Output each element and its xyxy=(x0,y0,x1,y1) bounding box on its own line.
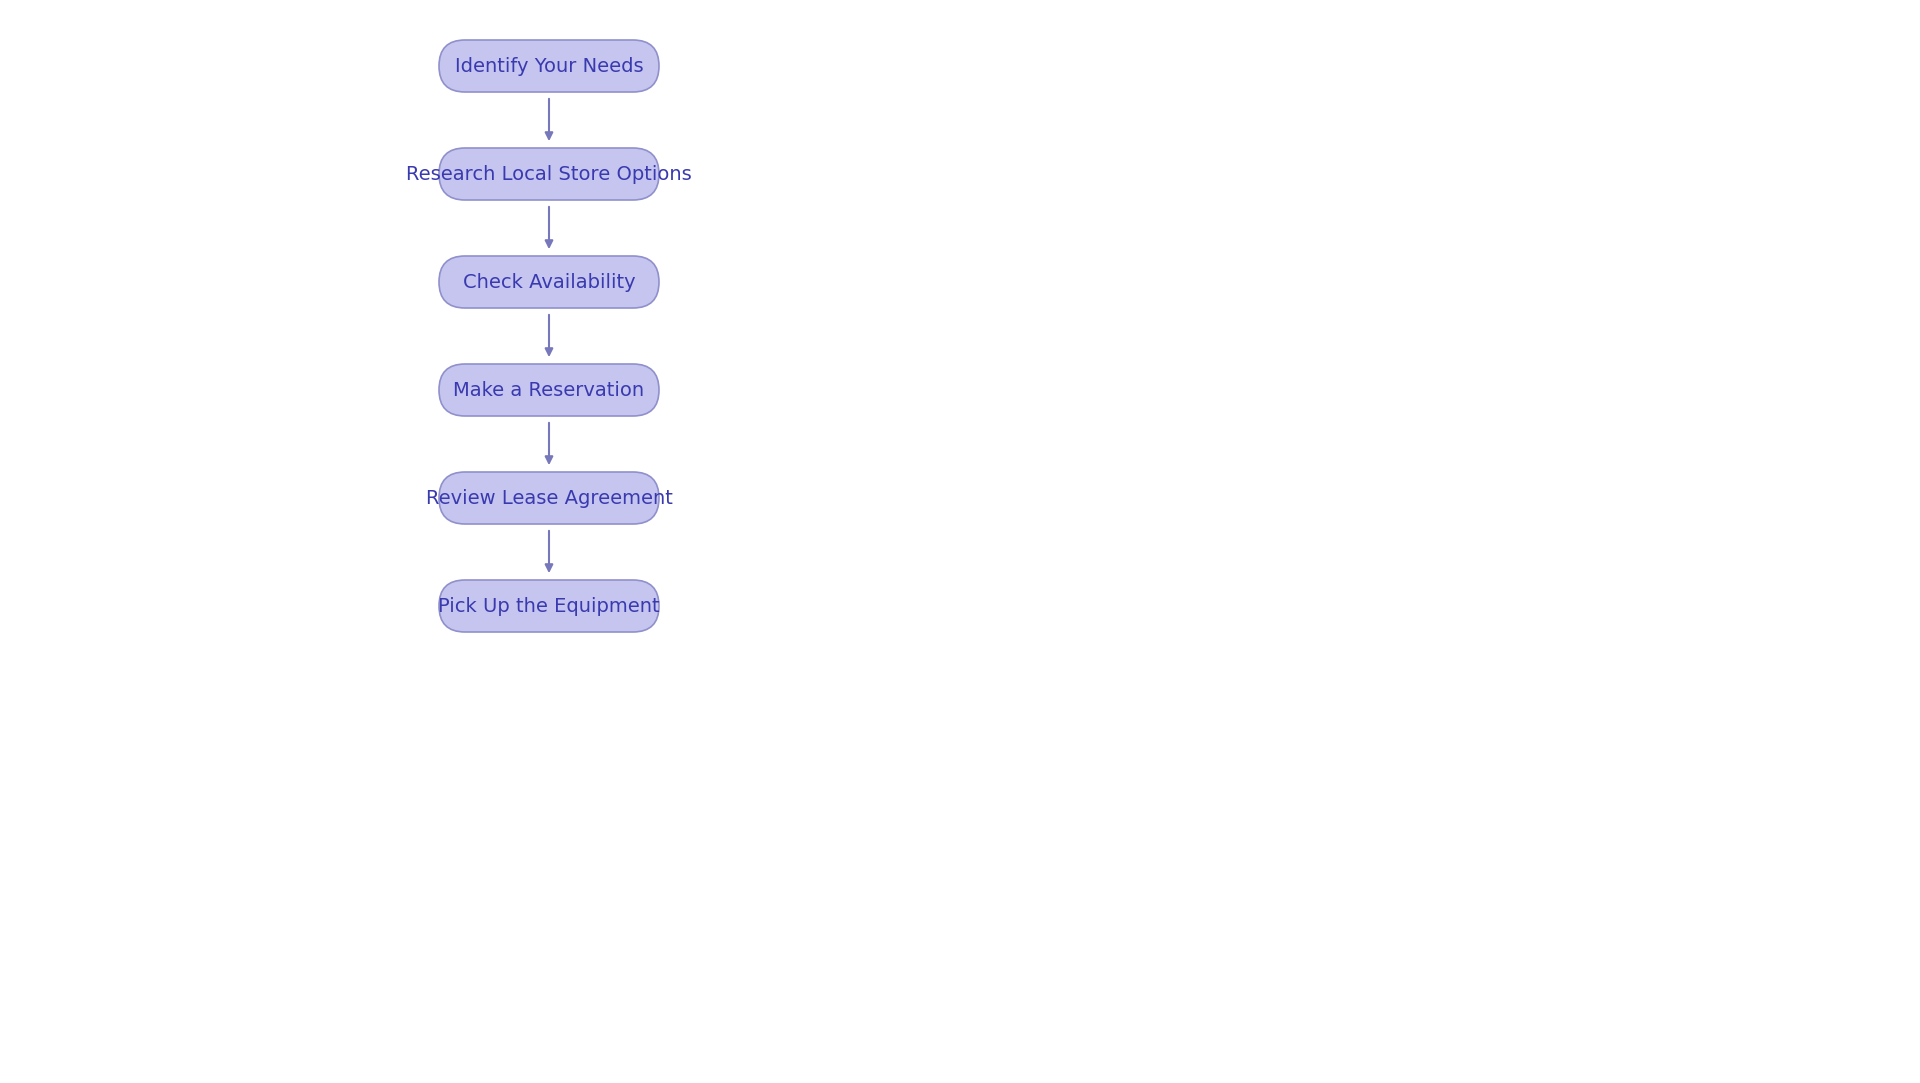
FancyBboxPatch shape xyxy=(440,364,659,416)
Text: Research Local Store Options: Research Local Store Options xyxy=(407,165,691,183)
Text: Pick Up the Equipment: Pick Up the Equipment xyxy=(438,597,660,615)
FancyBboxPatch shape xyxy=(440,580,659,632)
FancyBboxPatch shape xyxy=(440,472,659,524)
Text: Make a Reservation: Make a Reservation xyxy=(453,380,645,400)
FancyBboxPatch shape xyxy=(440,256,659,308)
FancyBboxPatch shape xyxy=(440,40,659,92)
Text: Check Availability: Check Availability xyxy=(463,273,636,291)
Text: Review Lease Agreement: Review Lease Agreement xyxy=(426,488,672,508)
FancyBboxPatch shape xyxy=(440,148,659,200)
Text: Identify Your Needs: Identify Your Needs xyxy=(455,56,643,76)
